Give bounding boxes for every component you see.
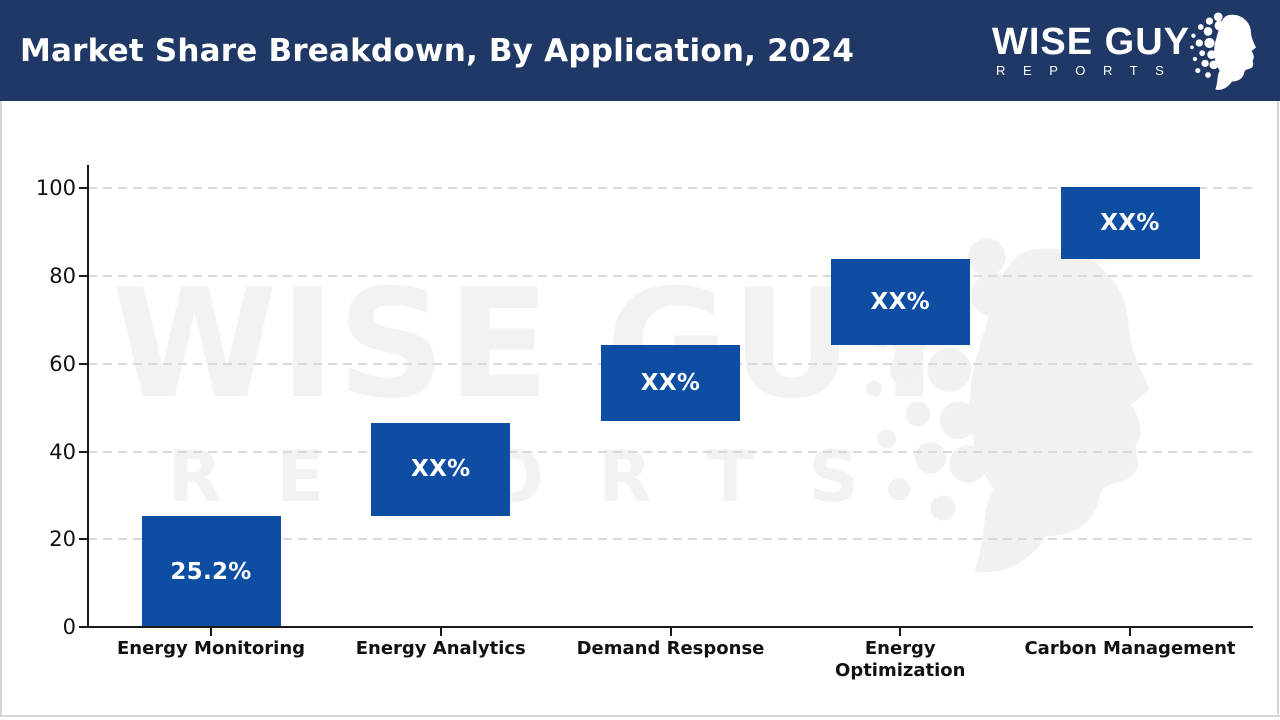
bar-2: XX% [601, 345, 740, 422]
gridline-y-100 [88, 187, 1253, 190]
bar-3: XX% [830, 259, 970, 345]
x-tick-2 [669, 628, 672, 636]
x-category-label-line: Energy [864, 638, 936, 659]
bar-value-label: XX% [870, 289, 930, 316]
y-tick-20 [79, 538, 88, 541]
y-tick-label-20: 20 [49, 527, 76, 552]
bar-value-label: XX% [1100, 209, 1160, 236]
bar-value-label: XX% [640, 370, 701, 397]
watermark-brand-text: WISE GUY [112, 258, 966, 432]
y-tick-label-80: 80 [49, 264, 76, 288]
y-axis-line [87, 165, 89, 627]
y-tick-label-100: 100 [35, 176, 76, 201]
y-tick-0 [79, 626, 88, 628]
page-border-bottom [0, 715, 1280, 717]
x-category-label-line: Optimization [835, 660, 966, 681]
x-category-label: Energy Optimization [790, 638, 1010, 682]
gridline-y-80 [88, 275, 1253, 277]
x-tick-1 [439, 628, 442, 636]
face-profile-icon [1190, 11, 1256, 90]
y-tick-label-40: 40 [49, 439, 76, 464]
header-banner: Market Share Breakdown, By Application, … [0, 0, 1280, 101]
logo-brand-name: WISE GUY [991, 20, 1190, 63]
bar-4: XX% [1060, 186, 1200, 259]
x-tick-3 [899, 628, 902, 636]
logo-wordmark: WISE GUY R E P O R T S [992, 23, 1190, 79]
page-border-right [1277, 101, 1279, 717]
gridline-y-20 [88, 538, 1253, 541]
bar-value-label: 25.2% [170, 558, 252, 585]
y-tick-100 [79, 187, 88, 190]
bar-1: XX% [371, 422, 511, 517]
x-category-label-line: Demand Response [576, 638, 765, 659]
bar-0: 25.2% [141, 516, 281, 627]
x-category-label: Energy Analytics [331, 638, 551, 660]
x-category-label-line: Carbon Management [1024, 638, 1236, 659]
x-axis-line [87, 626, 1253, 628]
page-border-left [0, 101, 2, 717]
x-tick-0 [210, 628, 212, 636]
x-tick-4 [1129, 628, 1131, 636]
page-title: Market Share Breakdown, By Application, … [20, 32, 855, 69]
watermark-brand-sub: R E P O R T S [168, 436, 874, 518]
y-tick-60 [79, 362, 88, 365]
wise-guy-reports-logo: WISE GUY R E P O R T S [992, 11, 1280, 91]
x-category-label: Energy Monitoring [101, 638, 321, 660]
x-category-label: Demand Response [561, 638, 781, 660]
bar-value-label: XX% [411, 456, 471, 483]
y-tick-80 [79, 275, 88, 277]
y-tick-label-0: 0 [62, 615, 76, 639]
x-category-label-line: Energy Analytics [355, 638, 526, 659]
x-category-label-line: Energy Monitoring [116, 638, 306, 659]
y-tick-40 [79, 450, 88, 453]
x-category-label: Carbon Management [1020, 638, 1240, 660]
y-tick-label-60: 60 [49, 351, 76, 376]
logo-brand-sub: R E P O R T S [995, 62, 1171, 78]
gridline-y-40 [88, 450, 1253, 453]
